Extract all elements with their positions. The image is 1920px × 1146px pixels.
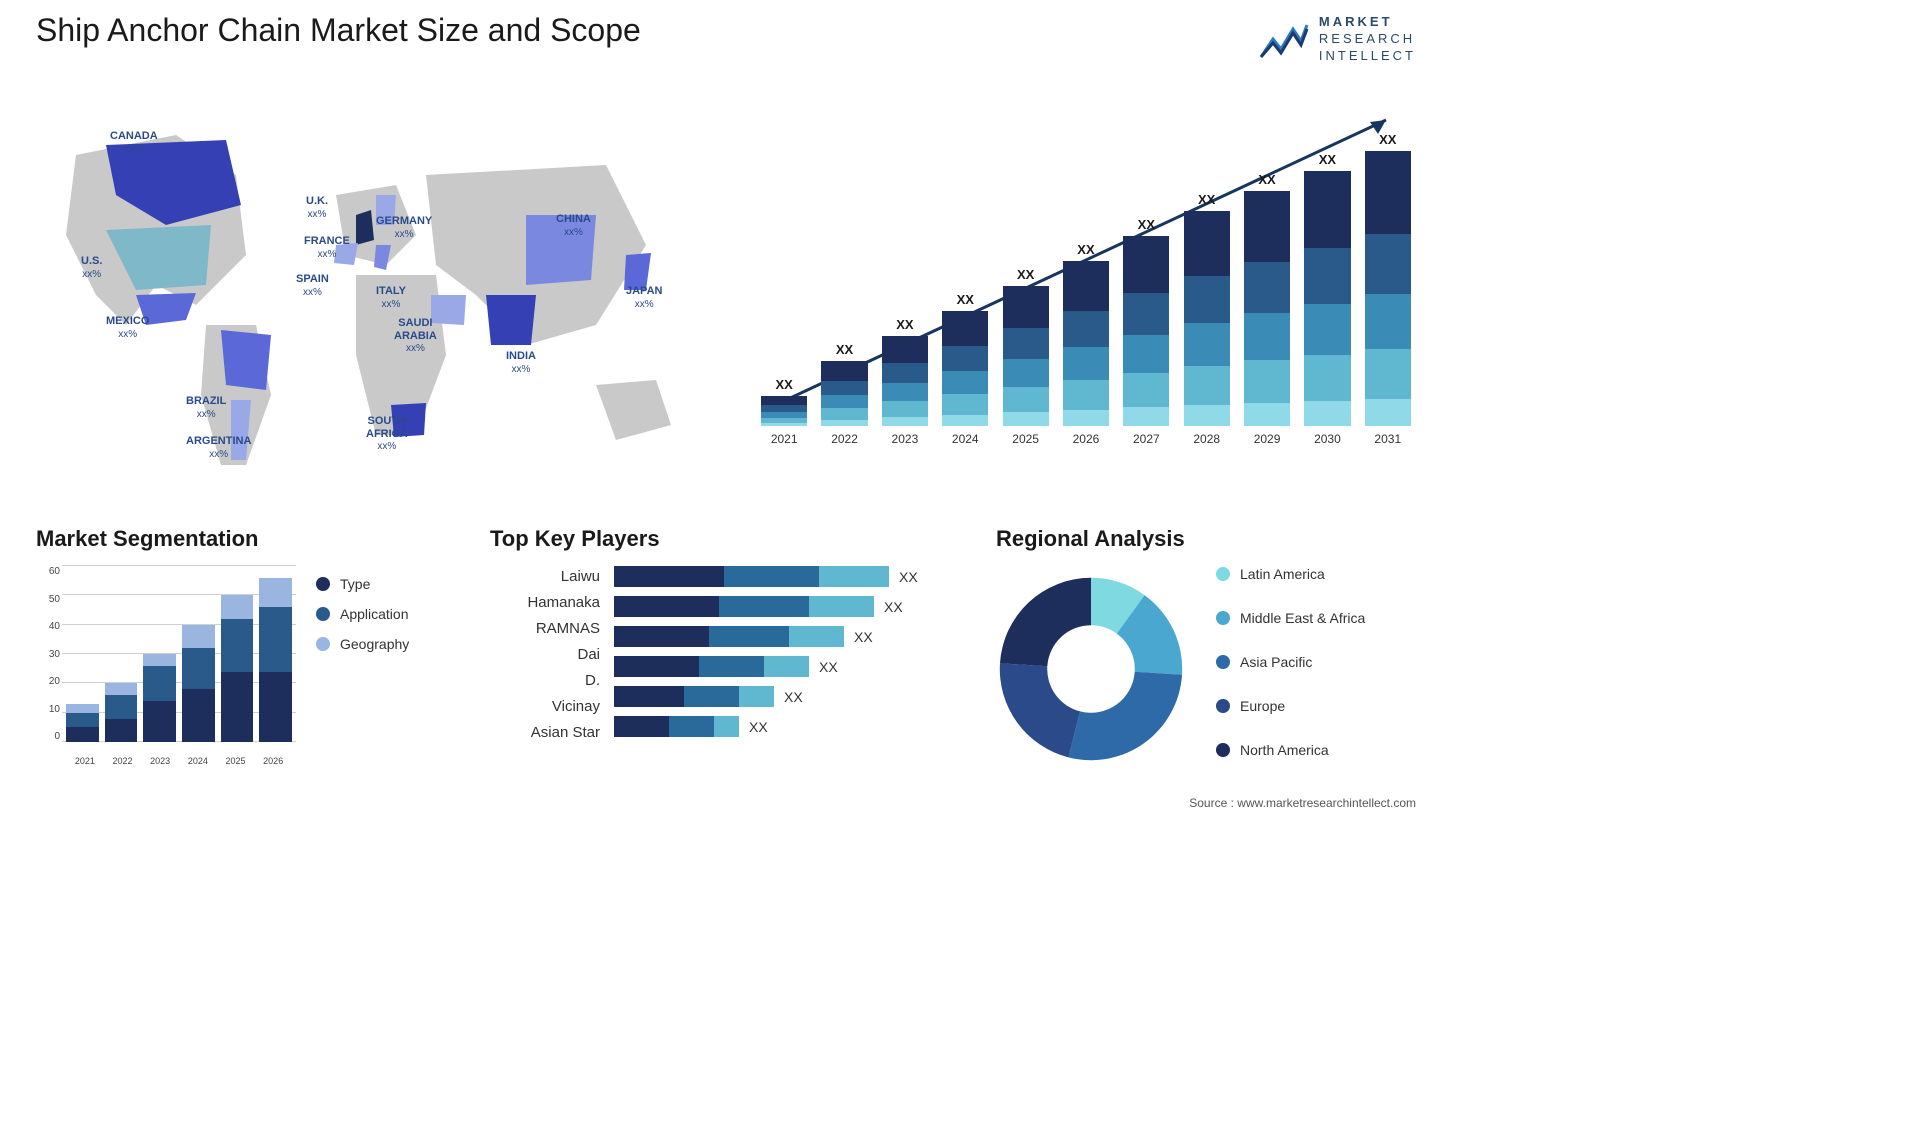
seg-bar-2023 [143, 654, 176, 742]
main-year-label: 2027 [1133, 432, 1160, 446]
main-bar-value: XX [776, 377, 793, 392]
main-year-label: 2029 [1254, 432, 1281, 446]
players-panel: Top Key Players Laiwu Hamanaka RAMNAS Dai D.… [490, 526, 980, 786]
main-bar-value: XX [1379, 132, 1396, 147]
map-label-canada: CANADAxx% [110, 130, 158, 155]
player-name: Vicinay [490, 698, 600, 715]
player-bar-row: XX [614, 566, 980, 587]
segmentation-legend: Type Application Geography [316, 576, 409, 666]
regional-legend: Latin America Middle East & Africa Asia Pa… [1216, 566, 1365, 772]
map-label-india: INDIAxx% [506, 350, 536, 375]
donut-slice-europe [1000, 663, 1080, 757]
main-year-label: 2023 [892, 432, 919, 446]
map-label-u.k.: U.K.xx% [306, 195, 328, 220]
main-year-label: 2022 [831, 432, 858, 446]
player-bar-row: XX [614, 596, 980, 617]
main-stacked-bar-chart: XX 2021 XX 2022 XX 2023 XX 2024 XX 2025 XX 2026 XX 20… [756, 100, 1416, 470]
map-label-argentina: ARGENTINAxx% [186, 435, 251, 460]
main-bar-value: XX [896, 317, 913, 332]
player-bar-row: XX [614, 656, 980, 677]
main-year-label: 2031 [1374, 432, 1401, 446]
segmentation-panel: Market Segmentation 0102030405060 202120… [36, 526, 476, 786]
main-bar-value: XX [957, 292, 974, 307]
map-label-italy: ITALYxx% [376, 285, 406, 310]
player-name: Hamanaka [490, 594, 600, 611]
seg-bar-2021 [66, 704, 99, 742]
region-legend-item: Europe [1216, 698, 1365, 714]
main-bar-2026: XX 2026 [1058, 242, 1114, 446]
brand-logo: MARKET RESEARCH INTELLECT [1259, 14, 1416, 65]
page-title: Ship Anchor Chain Market Size and Scope [36, 12, 641, 49]
main-year-label: 2026 [1073, 432, 1100, 446]
map-label-u.s.: U.S.xx% [81, 255, 102, 280]
regional-donut-chart [996, 574, 1186, 764]
main-bar-value: XX [1138, 217, 1155, 232]
seg-bar-2025 [221, 595, 254, 742]
player-name: D. [490, 672, 600, 689]
map-label-mexico: MEXICOxx% [106, 315, 149, 340]
main-year-label: 2028 [1193, 432, 1220, 446]
main-bar-value: XX [1319, 152, 1336, 167]
main-bar-value: XX [836, 342, 853, 357]
main-bar-value: XX [1198, 192, 1215, 207]
main-bar-2021: XX 2021 [756, 377, 812, 446]
main-bar-value: XX [1258, 172, 1275, 187]
world-map: CANADAxx% U.S.xx% MEXICOxx% BRAZILxx% ARGENT… [36, 95, 716, 495]
map-label-saudi-arabia: SAUDIARABIAxx% [394, 317, 437, 355]
main-bar-2025: XX 2025 [997, 267, 1053, 446]
main-bar-value: XX [1077, 242, 1094, 257]
main-bar-2027: XX 2027 [1118, 217, 1174, 446]
main-year-label: 2025 [1012, 432, 1039, 446]
player-bar-row: XX [614, 716, 980, 737]
main-year-label: 2024 [952, 432, 979, 446]
region-legend-item: Latin America [1216, 566, 1365, 582]
main-bar-value: XX [1017, 267, 1034, 282]
player-name: Asian Star [490, 724, 600, 741]
seg-bar-2026 [259, 578, 292, 742]
regional-title: Regional Analysis [996, 526, 1416, 552]
map-label-south-africa: SOUTHAFRICAxx% [366, 415, 408, 453]
main-bar-2023: XX 2023 [877, 317, 933, 446]
players-bars: XX XX XX XX XX XX [614, 566, 980, 741]
map-label-china: CHINAxx% [556, 213, 591, 238]
donut-slice-north-america [1000, 578, 1091, 666]
main-bar-2024: XX 2024 [937, 292, 993, 446]
player-name: Laiwu [490, 568, 600, 585]
main-year-label: 2030 [1314, 432, 1341, 446]
region-legend-item: Asia Pacific [1216, 654, 1365, 670]
main-bar-2031: XX 2031 [1360, 132, 1416, 446]
main-bar-2028: XX 2028 [1179, 192, 1235, 446]
player-bar-row: XX [614, 626, 980, 647]
map-label-germany: GERMANYxx% [376, 215, 432, 240]
map-label-brazil: BRAZILxx% [186, 395, 226, 420]
players-title: Top Key Players [490, 526, 980, 552]
player-name: RAMNAS [490, 620, 600, 637]
seg-legend-type: Type [316, 576, 409, 592]
player-bar-row: XX [614, 686, 980, 707]
main-bar-2030: XX 2030 [1299, 152, 1355, 446]
main-bar-2022: XX 2022 [816, 342, 872, 446]
map-label-japan: JAPANxx% [626, 285, 662, 310]
donut-slice-asia-pacific [1068, 672, 1182, 760]
map-label-spain: SPAINxx% [296, 273, 329, 298]
regional-panel: Regional Analysis Latin America Middle Ea… [996, 526, 1416, 786]
players-names: Laiwu Hamanaka RAMNAS Dai D. Vicinay Asian Sta… [490, 566, 600, 741]
seg-legend-geography: Geography [316, 636, 409, 652]
seg-bar-2024 [182, 625, 215, 742]
source-text: Source : www.marketresearchintellect.com [1189, 796, 1416, 810]
region-legend-item: North America [1216, 742, 1365, 758]
main-bar-2029: XX 2029 [1239, 172, 1295, 446]
logo-text: MARKET RESEARCH INTELLECT [1319, 14, 1416, 65]
map-label-france: FRANCExx% [304, 235, 350, 260]
logo-chart-icon [1259, 19, 1309, 59]
seg-bar-2022 [105, 683, 138, 742]
player-name: Dai [490, 646, 600, 663]
segmentation-chart: 0102030405060 202120222023202420252026 [36, 566, 296, 766]
seg-legend-application: Application [316, 606, 409, 622]
segmentation-title: Market Segmentation [36, 526, 476, 552]
region-legend-item: Middle East & Africa [1216, 610, 1365, 626]
main-year-label: 2021 [771, 432, 798, 446]
